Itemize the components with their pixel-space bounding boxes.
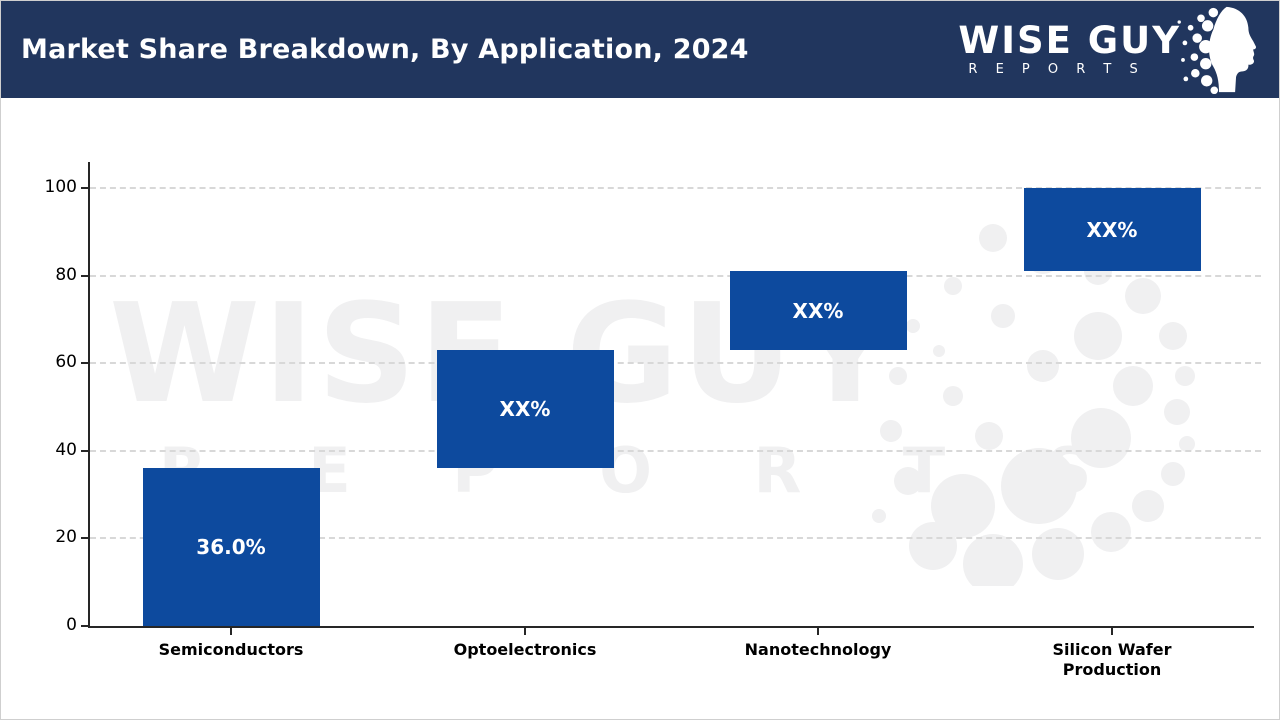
bar-silicon-wafer-production: XX% (1023, 188, 1201, 272)
x-tick-label-3: Silicon Wafer Production (1052, 640, 1172, 679)
bar-value-label: XX% (499, 397, 551, 422)
y-tick-label-80: 80 (55, 264, 77, 285)
brand-logo: WISE GUY R E P O R T S (958, 5, 1279, 95)
gridline-40 (90, 449, 1261, 452)
bar-value-label: XX% (1086, 217, 1138, 242)
wiseguy-head-icon (1177, 6, 1257, 94)
x-tick-label-2: Nanotechnology (744, 640, 892, 659)
x-tick-0 (230, 628, 232, 635)
y-tick-60 (81, 362, 88, 365)
bar-value-label: 36.0% (196, 535, 266, 560)
brand-name: WISE GUY (958, 19, 1181, 62)
y-tick-label-100: 100 (44, 177, 77, 197)
y-axis-line (88, 162, 90, 628)
header-banner: Market Share Breakdown, By Application, … (1, 1, 1279, 98)
x-tick-label-0: Semiconductors (158, 640, 304, 659)
bar-value-label: XX% (792, 298, 844, 323)
bar-semiconductors: 36.0% (142, 468, 320, 626)
brand-wordmark: WISE GUY R E P O R T S (958, 22, 1181, 77)
gridline-60 (90, 362, 1261, 365)
gridline-80 (90, 274, 1261, 277)
x-tick-2 (817, 628, 819, 635)
x-tick-label-1: Optoelectronics (453, 640, 597, 659)
gridline-100 (90, 187, 1261, 189)
page-title: Market Share Breakdown, By Application, … (21, 34, 749, 65)
y-tick-label-20: 20 (55, 527, 77, 548)
y-tick-80 (81, 274, 88, 277)
bar-nanotechnology: XX% (729, 271, 907, 351)
bar-optoelectronics: XX% (436, 350, 614, 469)
gridline-20 (90, 537, 1261, 540)
y-tick-40 (81, 449, 88, 452)
x-tick-1 (524, 628, 526, 635)
x-tick-3 (1111, 628, 1113, 635)
chart-area: WISE GUY R E P O R T S 0 20 40 60 80 100 36.0%… (1, 98, 1279, 719)
y-tick-20 (81, 537, 88, 540)
y-tick-label-60: 60 (55, 352, 77, 373)
watermark-head-icon (872, 224, 1195, 586)
y-tick-label-0: 0 (66, 615, 77, 635)
y-tick-0 (81, 625, 88, 627)
x-axis-line (88, 626, 1254, 628)
brand-subname: R E P O R T S (968, 62, 1145, 77)
y-tick-100 (81, 187, 88, 189)
y-tick-label-40: 40 (55, 439, 77, 460)
